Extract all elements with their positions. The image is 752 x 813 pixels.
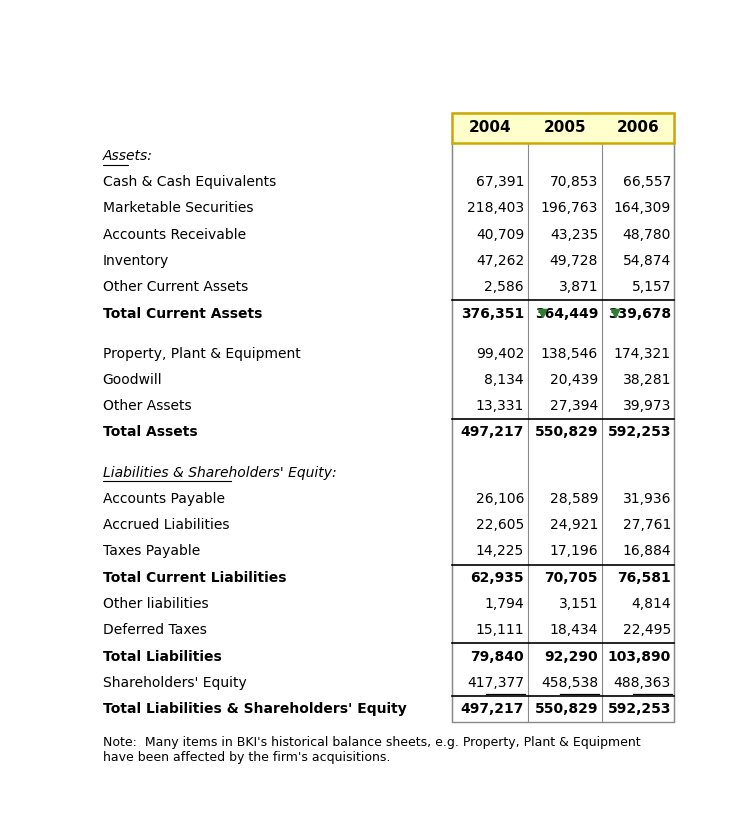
Text: 2006: 2006 <box>617 120 659 136</box>
Text: 17,196: 17,196 <box>550 545 598 559</box>
Text: 16,884: 16,884 <box>623 545 671 559</box>
Text: 18,434: 18,434 <box>550 624 598 637</box>
Text: Other Assets: Other Assets <box>103 399 191 413</box>
Text: Cash & Cash Equivalents: Cash & Cash Equivalents <box>103 175 276 189</box>
Text: 24,921: 24,921 <box>550 518 598 533</box>
Text: 27,394: 27,394 <box>550 399 598 413</box>
Text: 62,935: 62,935 <box>471 571 524 585</box>
Text: 550,829: 550,829 <box>535 702 598 716</box>
Text: 99,402: 99,402 <box>476 346 524 361</box>
Text: 48,780: 48,780 <box>623 228 671 241</box>
Text: 28,589: 28,589 <box>550 492 598 506</box>
Text: 38,281: 38,281 <box>623 373 671 387</box>
Text: Assets:: Assets: <box>103 149 153 163</box>
Text: Deferred Taxes: Deferred Taxes <box>103 624 207 637</box>
Text: Shareholders' Equity: Shareholders' Equity <box>103 676 247 690</box>
Text: Other Current Assets: Other Current Assets <box>103 280 248 294</box>
Text: 497,217: 497,217 <box>461 702 524 716</box>
Text: Taxes Payable: Taxes Payable <box>103 545 200 559</box>
Text: 20,439: 20,439 <box>550 373 598 387</box>
Bar <box>453 113 674 142</box>
Text: 15,111: 15,111 <box>475 624 524 637</box>
Text: 497,217: 497,217 <box>461 425 524 440</box>
Text: 22,495: 22,495 <box>623 624 671 637</box>
Text: 138,546: 138,546 <box>541 346 598 361</box>
Text: 339,678: 339,678 <box>608 307 671 320</box>
Text: 592,253: 592,253 <box>608 425 671 440</box>
Text: Total Current Assets: Total Current Assets <box>103 307 262 320</box>
Text: 31,936: 31,936 <box>623 492 671 506</box>
Text: 14,225: 14,225 <box>476 545 524 559</box>
Text: 70,705: 70,705 <box>544 571 598 585</box>
Text: 5,157: 5,157 <box>632 280 671 294</box>
Text: 22,605: 22,605 <box>476 518 524 533</box>
Text: 4,814: 4,814 <box>632 597 671 611</box>
Text: Other liabilities: Other liabilities <box>103 597 208 611</box>
Text: 67,391: 67,391 <box>475 175 524 189</box>
Polygon shape <box>538 310 547 318</box>
Text: 1,794: 1,794 <box>484 597 524 611</box>
Text: 39,973: 39,973 <box>623 399 671 413</box>
Text: 70,853: 70,853 <box>550 175 598 189</box>
Text: Liabilities & Shareholders' Equity:: Liabilities & Shareholders' Equity: <box>103 466 336 480</box>
Text: 458,538: 458,538 <box>541 676 598 690</box>
Text: Total Current Liabilities: Total Current Liabilities <box>103 571 287 585</box>
Text: Total Assets: Total Assets <box>103 425 197 440</box>
Text: 196,763: 196,763 <box>541 202 598 215</box>
Text: 592,253: 592,253 <box>608 702 671 716</box>
Text: 218,403: 218,403 <box>467 202 524 215</box>
Text: Total Liabilities & Shareholders' Equity: Total Liabilities & Shareholders' Equity <box>103 702 407 716</box>
Text: 2,586: 2,586 <box>484 280 524 294</box>
Text: 3,871: 3,871 <box>559 280 598 294</box>
Text: Property, Plant & Equipment: Property, Plant & Equipment <box>103 346 301 361</box>
Text: 26,106: 26,106 <box>475 492 524 506</box>
Text: 40,709: 40,709 <box>476 228 524 241</box>
Text: Inventory: Inventory <box>103 254 169 268</box>
Text: 2004: 2004 <box>469 120 511 136</box>
Text: Goodwill: Goodwill <box>103 373 162 387</box>
Text: 76,581: 76,581 <box>617 571 671 585</box>
Text: 66,557: 66,557 <box>623 175 671 189</box>
Text: 27,761: 27,761 <box>623 518 671 533</box>
Text: Accounts Payable: Accounts Payable <box>103 492 225 506</box>
Text: 2005: 2005 <box>544 120 587 136</box>
Polygon shape <box>611 310 620 318</box>
Text: 488,363: 488,363 <box>614 676 671 690</box>
Text: 376,351: 376,351 <box>461 307 524 320</box>
Text: Accrued Liabilities: Accrued Liabilities <box>103 518 229 533</box>
Text: Accounts Receivable: Accounts Receivable <box>103 228 246 241</box>
Text: 8,134: 8,134 <box>484 373 524 387</box>
Text: 54,874: 54,874 <box>623 254 671 268</box>
Text: Marketable Securities: Marketable Securities <box>103 202 253 215</box>
Text: 174,321: 174,321 <box>614 346 671 361</box>
Text: 13,331: 13,331 <box>476 399 524 413</box>
Text: 103,890: 103,890 <box>608 650 671 663</box>
Text: 47,262: 47,262 <box>476 254 524 268</box>
Text: 43,235: 43,235 <box>550 228 598 241</box>
Text: 49,728: 49,728 <box>550 254 598 268</box>
Text: 364,449: 364,449 <box>535 307 598 320</box>
Text: 417,377: 417,377 <box>467 676 524 690</box>
Text: 550,829: 550,829 <box>535 425 598 440</box>
Text: 92,290: 92,290 <box>544 650 598 663</box>
Text: Note:  Many items in BKI's historical balance sheets, e.g. Property, Plant & Equ: Note: Many items in BKI's historical bal… <box>103 736 641 764</box>
Text: Total Liabilities: Total Liabilities <box>103 650 222 663</box>
Text: 79,840: 79,840 <box>471 650 524 663</box>
Text: 3,151: 3,151 <box>559 597 598 611</box>
Text: 164,309: 164,309 <box>614 202 671 215</box>
